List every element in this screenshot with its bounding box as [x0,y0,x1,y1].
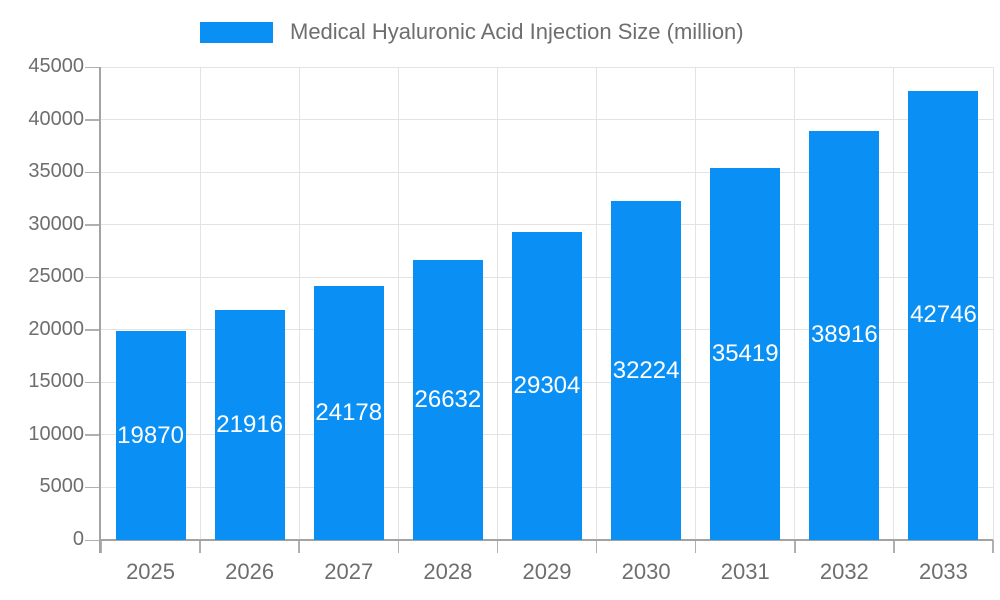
bar-2032[interactable] [809,130,880,540]
bar-value-label: 19870 [117,421,184,449]
y-axis-label: 10000 [28,422,84,445]
bar-value-label: 38916 [810,321,878,349]
y-axis-tick [85,381,100,384]
x-axis-label: 2025 [126,559,176,584]
y-axis-label: 0 [72,528,84,550]
y-axis-label: 30000 [28,212,84,235]
bar-2027[interactable] [313,285,384,540]
x-axis-line [99,539,993,541]
x-axis-tick [694,540,697,553]
bar-value-label: 29304 [513,371,581,399]
x-axis-label: 2033 [918,559,968,584]
bar-value-label: 26632 [414,386,482,414]
bar-2028[interactable] [412,260,483,540]
x-axis-tick [298,540,300,553]
x-axis-label: 2030 [621,559,671,584]
y-axis-label: 5000 [39,475,85,498]
y-axis-tick [85,224,100,226]
bar-value-label: 42746 [910,301,977,329]
gridline-vertical [695,67,697,540]
x-axis-label: 2029 [522,559,572,584]
x-axis-tick [992,540,994,553]
x-axis-label: 2032 [819,559,869,584]
y-axis-tick [85,171,100,174]
x-axis-tick [794,540,796,553]
y-axis-label: 15000 [28,370,84,393]
x-axis-tick [199,540,201,553]
bar-value-label: 21916 [216,410,284,438]
x-axis-label: 2027 [324,559,374,584]
gridline-vertical [992,67,994,540]
bar-2031[interactable] [710,167,781,540]
bar-2033[interactable] [908,90,979,540]
x-axis-tick [397,540,400,553]
gridline-vertical [893,67,895,540]
legend-swatch[interactable] [200,22,273,43]
bar-value-label: 24178 [315,398,383,426]
y-axis-tick [85,434,100,436]
y-axis-tick [85,66,100,68]
bar-value-label: 35419 [711,339,779,367]
y-axis-label: 45000 [28,55,84,77]
bar-2025[interactable] [115,331,186,540]
x-axis-tick [893,540,895,553]
x-axis-label: 2028 [423,559,473,584]
gridline-vertical [496,67,498,540]
legend-label[interactable]: Medical Hyaluronic Acid Injection Size (… [290,19,744,44]
x-axis-label: 2031 [720,559,770,584]
y-axis-tick [85,119,100,121]
x-axis-tick [100,540,102,553]
gridline-vertical [397,67,399,540]
y-axis-label: 35000 [28,160,84,183]
y-axis-line [99,67,101,553]
y-axis-tick [85,539,100,541]
bar-2030[interactable] [611,201,682,540]
x-axis-label: 2026 [225,559,275,584]
gridline-horizontal [101,171,993,173]
y-axis-tick [85,486,100,489]
y-axis-tick [85,276,100,279]
y-axis-label: 40000 [28,107,84,130]
bar-2026[interactable] [214,309,285,540]
gridline-horizontal [101,224,993,226]
y-axis-label: 20000 [28,317,84,340]
x-axis-tick [496,540,499,553]
bar-value-label: 32224 [612,356,680,384]
x-axis-tick [595,540,598,553]
gridline-vertical [596,67,598,540]
bar-2029[interactable] [512,231,582,540]
gridline-vertical [298,67,300,540]
gridline-vertical [199,67,201,540]
gridline-horizontal [101,119,993,121]
y-axis-tick [85,329,100,331]
gridline-horizontal [101,66,993,68]
gridline-vertical [794,67,796,540]
y-axis-label: 25000 [28,265,84,288]
